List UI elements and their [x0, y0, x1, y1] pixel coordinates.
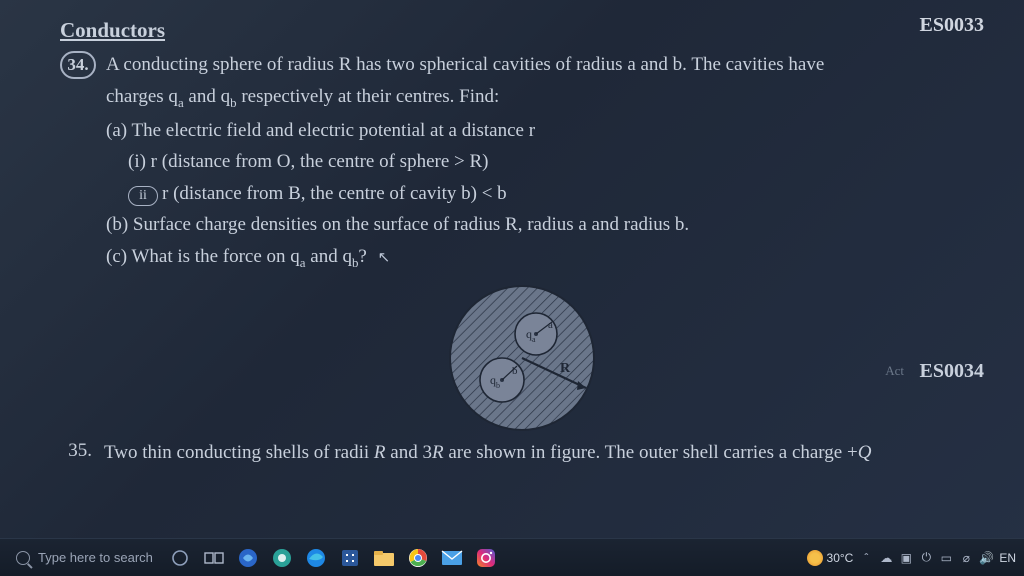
edge-icon[interactable]	[301, 543, 331, 573]
svg-text:R: R	[560, 361, 571, 376]
q34-part-a-ii: iir (distance from B, the centre of cavi…	[128, 180, 984, 208]
mail-icon[interactable]	[437, 543, 467, 573]
battery-icon[interactable]: ▭	[939, 551, 953, 565]
search-placeholder: Type here to search	[38, 550, 153, 565]
section-title: Conductors	[60, 18, 984, 43]
wifi-icon[interactable]: ⌀	[959, 551, 973, 565]
q34-line1: A conducting sphere of radius R has two …	[106, 54, 824, 75]
q34-c-mid: and q	[306, 246, 352, 267]
system-tray[interactable]: 30°C ˆ ☁ ▣ ⏻ ▭ ⌀ 🔊 EN	[807, 550, 1016, 566]
q34-c-prefix: (c) What is the force on q	[106, 246, 300, 267]
roman-ii-bubble: ii	[128, 186, 158, 206]
q34-part-c: (c) What is the force on qa and qb? ↖	[106, 243, 984, 273]
sphere-diagram-svg: q a a q b b R	[438, 278, 606, 434]
search-icon	[16, 551, 30, 565]
q34-a-ii-text: r (distance from B, the centre of cavity…	[162, 183, 507, 204]
weather-widget[interactable]: 30°C	[807, 550, 854, 566]
diagram: q a a q b b R	[60, 278, 984, 434]
chevron-up-icon[interactable]: ˆ	[859, 551, 873, 565]
question-34: 34. A conducting sphere of radius R has …	[60, 51, 984, 79]
question-number-35: 35.	[60, 440, 92, 467]
app-icon-1[interactable]	[233, 543, 263, 573]
temperature: 30°C	[827, 551, 854, 565]
q34-l2-mid: and q	[184, 86, 230, 107]
app-icon-2[interactable]	[267, 543, 297, 573]
q34-part-a-i: (i) r (distance from O, the centre of sp…	[128, 148, 984, 176]
code-top-right: ES0033	[920, 14, 984, 37]
language-indicator[interactable]: EN	[999, 551, 1016, 565]
word-icon[interactable]	[335, 543, 365, 573]
instagram-icon[interactable]	[471, 543, 501, 573]
svg-text:a: a	[548, 319, 553, 331]
q34-part-b: (b) Surface charge densities on the surf…	[106, 211, 984, 239]
chrome-icon[interactable]	[403, 543, 433, 573]
q34-l2-prefix: charges q	[106, 86, 178, 107]
cursor-icon: ↖	[378, 248, 391, 270]
meet-icon[interactable]: ▣	[899, 551, 913, 565]
taskbar: Type here to search 30°C ˆ ☁ ▣ ⏻ ▭	[0, 538, 1024, 576]
network-icon[interactable]: ⏻	[919, 550, 933, 565]
search-box[interactable]: Type here to search	[8, 550, 161, 565]
svg-text:b: b	[496, 381, 500, 390]
activate-watermark: Act	[885, 363, 904, 379]
q34-part-a: (a) The electric field and electric pote…	[106, 117, 984, 145]
volume-icon[interactable]: 🔊	[979, 551, 993, 565]
question-35: 35. Two thin conducting shells of radii …	[60, 440, 984, 467]
cortana-icon[interactable]	[165, 543, 195, 573]
svg-text:b: b	[512, 365, 518, 377]
svg-text:a: a	[532, 335, 536, 344]
file-explorer-icon[interactable]	[369, 543, 399, 573]
q34-line2: charges qa and qb respectively at their …	[106, 83, 984, 113]
q35-text: Two thin conducting shells of radii R an…	[104, 440, 984, 467]
q34-c-suffix: ?	[358, 246, 366, 267]
task-view-icon[interactable]	[199, 543, 229, 573]
question-number-34: 34.	[60, 51, 96, 79]
onedrive-icon[interactable]: ☁	[879, 551, 893, 565]
sun-icon	[807, 550, 823, 566]
code-bottom-right: ES0034	[920, 360, 984, 383]
q34-l2-suffix: respectively at their centres. Find:	[237, 86, 500, 107]
question-34-body: A conducting sphere of radius R has two …	[106, 51, 984, 79]
